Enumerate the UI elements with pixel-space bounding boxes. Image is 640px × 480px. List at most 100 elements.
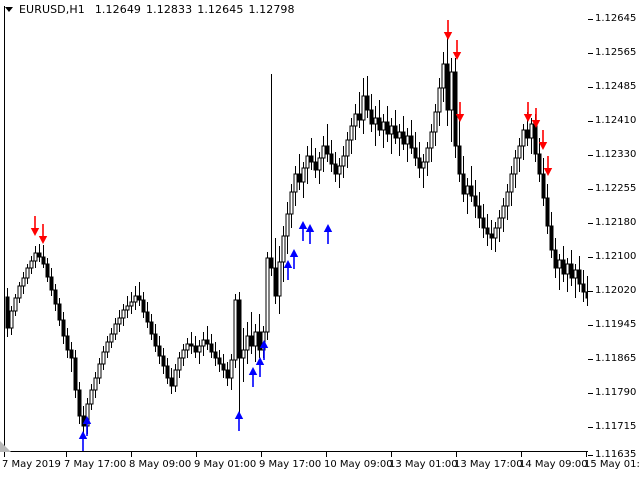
candle <box>577 256 582 292</box>
candle <box>365 76 370 118</box>
candle <box>541 158 546 206</box>
candle <box>481 204 486 238</box>
candle <box>553 238 558 278</box>
resize-grip-icon[interactable] <box>0 441 11 452</box>
candle <box>465 178 470 214</box>
time-tick-label: 7 May 2019 <box>2 459 61 470</box>
sell-arrow-icon <box>30 216 40 236</box>
candle <box>381 114 386 148</box>
time-tick-label: 9 May 01:00 <box>194 459 257 470</box>
candle <box>389 118 394 154</box>
buy-arrow-icon <box>323 224 333 244</box>
time-tick-label: 15 May 01:00 <box>584 459 640 470</box>
candle <box>205 326 210 350</box>
candle <box>409 120 414 154</box>
price-tick-label: 1.12255 <box>595 183 637 194</box>
price-scale[interactable]: 1.12645 1.12565 1.12485 1.12410 1.12330 1.122… <box>588 0 640 460</box>
candle <box>129 292 134 314</box>
buy-arrow-icon <box>298 221 308 241</box>
candle <box>401 116 406 150</box>
price-tick-label: 1.12100 <box>595 251 637 262</box>
candle <box>313 148 318 178</box>
price-tick-label: 1.12020 <box>595 285 637 296</box>
plot-area[interactable] <box>4 6 588 452</box>
candle <box>145 302 150 328</box>
ohlc-strip: 1.12649 1.12833 1.12645 1.12798 <box>95 3 295 16</box>
time-tick-label: 14 May 09:00 <box>519 459 588 470</box>
candle <box>425 142 430 176</box>
price-tick-label: 1.11865 <box>595 353 637 364</box>
candle <box>521 124 526 160</box>
candle <box>221 354 226 378</box>
candle <box>253 324 258 362</box>
sell-arrow-icon <box>455 102 465 122</box>
candle <box>561 246 566 282</box>
candle <box>485 214 490 246</box>
candle <box>121 304 126 326</box>
time-tick-label: 10 May 09:00 <box>324 459 393 470</box>
buy-arrow-icon <box>305 224 315 244</box>
price-tick <box>588 257 593 258</box>
chart-header: EURUSD,H1 1.12649 1.12833 1.12645 1.1279… <box>0 0 295 18</box>
price-tick <box>588 155 593 156</box>
candle <box>581 270 586 302</box>
candle <box>477 192 482 228</box>
buy-arrow-icon <box>234 411 244 431</box>
candle <box>509 166 514 206</box>
candle <box>473 180 478 218</box>
candle <box>357 92 362 128</box>
candle <box>89 384 94 410</box>
chevron-down-icon[interactable] <box>5 7 13 12</box>
price-tick-label: 1.12410 <box>595 115 637 126</box>
plot-frame <box>4 6 588 452</box>
candle <box>113 318 118 340</box>
candle <box>33 246 38 268</box>
price-tick-label: 1.12180 <box>595 217 637 228</box>
candle <box>505 184 510 220</box>
candle <box>133 286 138 310</box>
price-tick <box>588 291 593 292</box>
candle <box>361 78 366 134</box>
candle <box>453 58 458 158</box>
candle <box>9 306 14 335</box>
candle <box>5 288 10 337</box>
time-tick-label: 8 May 09:00 <box>129 459 192 470</box>
candle <box>153 324 158 352</box>
candle <box>545 184 550 234</box>
candle <box>569 250 574 286</box>
time-tick <box>521 452 522 457</box>
price-tick <box>588 223 593 224</box>
candle <box>245 322 250 364</box>
candle <box>249 312 254 354</box>
candle <box>77 382 82 424</box>
candle <box>185 338 190 358</box>
candle <box>109 328 114 348</box>
price-tick-label: 1.11945 <box>595 319 637 330</box>
candle <box>149 314 154 340</box>
candle <box>305 146 310 184</box>
buy-arrow-icon <box>289 249 299 269</box>
candle <box>65 328 70 358</box>
candle <box>189 332 194 354</box>
candle <box>269 74 274 276</box>
ohlc-high: 1.12833 <box>146 2 193 16</box>
candle <box>353 104 358 140</box>
price-tick <box>588 19 593 20</box>
price-tick <box>588 359 593 360</box>
time-scale[interactable]: 7 May 2019 7 May 17:00 8 May 09:00 9 May 01… <box>0 452 640 480</box>
candle <box>393 110 398 144</box>
candle <box>237 292 242 418</box>
candle <box>273 238 278 304</box>
candle <box>325 124 330 162</box>
candle <box>385 106 390 142</box>
candle <box>281 226 286 282</box>
price-tick-label: 1.12330 <box>595 149 637 160</box>
candle <box>125 296 130 318</box>
candle <box>193 336 198 358</box>
candle <box>229 354 234 390</box>
candle <box>297 154 302 190</box>
candle <box>117 310 122 332</box>
candle <box>397 124 402 156</box>
time-tick <box>586 452 587 457</box>
